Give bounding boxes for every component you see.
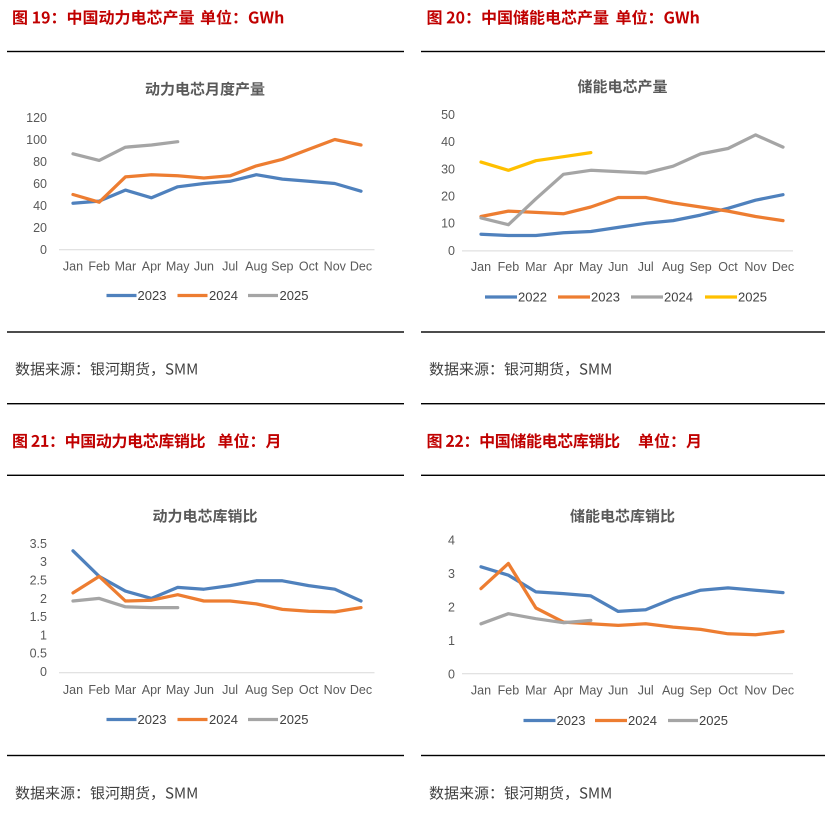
- svg-text:80: 80: [33, 155, 47, 169]
- svg-text:Mar: Mar: [525, 684, 547, 698]
- svg-text:Aug: Aug: [662, 684, 684, 698]
- svg-text:Nov: Nov: [324, 260, 347, 274]
- svg-text:20: 20: [441, 190, 455, 204]
- svg-text:0: 0: [448, 667, 455, 681]
- svg-text:Sep: Sep: [689, 684, 711, 698]
- svg-text:Jan: Jan: [471, 260, 491, 274]
- svg-text:2025: 2025: [280, 712, 309, 727]
- svg-text:2025: 2025: [699, 713, 728, 728]
- svg-text:0: 0: [448, 244, 455, 258]
- svg-text:Apr: Apr: [554, 684, 573, 698]
- svg-text:3: 3: [40, 555, 47, 569]
- svg-text:Mar: Mar: [115, 260, 137, 274]
- svg-text:Nov: Nov: [324, 683, 347, 697]
- svg-text:Apr: Apr: [554, 260, 573, 274]
- svg-text:Feb: Feb: [498, 260, 520, 274]
- svg-text:Aug: Aug: [662, 260, 684, 274]
- svg-text:3: 3: [448, 567, 455, 581]
- svg-text:Jul: Jul: [638, 260, 654, 274]
- svg-text:10: 10: [441, 217, 455, 231]
- svg-text:May: May: [166, 683, 190, 697]
- svg-text:Oct: Oct: [718, 684, 738, 698]
- svg-text:2.5: 2.5: [30, 574, 47, 588]
- svg-text:40: 40: [441, 135, 455, 149]
- svg-text:Mar: Mar: [115, 683, 137, 697]
- svg-text:40: 40: [33, 199, 47, 213]
- svg-text:Jan: Jan: [471, 684, 491, 698]
- svg-text:2022: 2022: [518, 290, 547, 305]
- svg-text:Apr: Apr: [142, 683, 161, 697]
- svg-text:2024: 2024: [628, 713, 657, 728]
- svg-text:2024: 2024: [664, 290, 693, 305]
- svg-text:Oct: Oct: [299, 683, 319, 697]
- svg-text:0.5: 0.5: [30, 647, 47, 661]
- svg-text:2023: 2023: [138, 712, 167, 727]
- svg-text:Sep: Sep: [689, 260, 711, 274]
- svg-text:Jun: Jun: [194, 260, 214, 274]
- svg-text:3.5: 3.5: [30, 537, 47, 551]
- svg-text:Jul: Jul: [222, 683, 238, 697]
- svg-text:Jan: Jan: [63, 260, 83, 274]
- svg-text:0: 0: [40, 243, 47, 257]
- svg-text:Apr: Apr: [142, 260, 161, 274]
- svg-text:2023: 2023: [591, 290, 620, 305]
- svg-text:Jun: Jun: [194, 683, 214, 697]
- svg-text:2024: 2024: [209, 712, 238, 727]
- svg-text:50: 50: [441, 108, 455, 122]
- svg-text:Nov: Nov: [744, 684, 767, 698]
- svg-text:Nov: Nov: [744, 260, 767, 274]
- svg-text:1: 1: [448, 634, 455, 648]
- svg-text:Feb: Feb: [88, 683, 110, 697]
- svg-text:Feb: Feb: [498, 684, 520, 698]
- svg-text:Jan: Jan: [63, 683, 83, 697]
- svg-text:Oct: Oct: [718, 260, 738, 274]
- svg-text:Aug: Aug: [245, 683, 267, 697]
- svg-text:Dec: Dec: [772, 260, 794, 274]
- svg-text:Jul: Jul: [222, 260, 238, 274]
- svg-text:2023: 2023: [557, 713, 586, 728]
- svg-text:May: May: [166, 260, 190, 274]
- svg-text:2023: 2023: [138, 288, 167, 303]
- svg-text:100: 100: [26, 133, 47, 147]
- svg-text:Sep: Sep: [271, 260, 293, 274]
- svg-text:Dec: Dec: [350, 683, 372, 697]
- svg-text:60: 60: [33, 177, 47, 191]
- svg-text:Aug: Aug: [245, 260, 267, 274]
- svg-text:2024: 2024: [209, 288, 238, 303]
- svg-text:Jul: Jul: [638, 684, 654, 698]
- svg-text:20: 20: [33, 221, 47, 235]
- svg-text:Jun: Jun: [608, 260, 628, 274]
- svg-text:1: 1: [40, 628, 47, 642]
- svg-text:May: May: [579, 260, 603, 274]
- svg-text:2025: 2025: [280, 288, 309, 303]
- svg-text:120: 120: [26, 111, 47, 125]
- svg-text:Mar: Mar: [525, 260, 547, 274]
- svg-text:2025: 2025: [738, 290, 767, 305]
- svg-text:30: 30: [441, 162, 455, 176]
- svg-text:Jun: Jun: [608, 684, 628, 698]
- svg-text:2: 2: [40, 592, 47, 606]
- svg-text:2: 2: [448, 600, 455, 614]
- svg-text:4: 4: [448, 533, 455, 547]
- svg-text:Dec: Dec: [772, 684, 794, 698]
- svg-text:0: 0: [40, 665, 47, 679]
- svg-text:May: May: [579, 684, 603, 698]
- svg-text:Dec: Dec: [350, 260, 372, 274]
- svg-text:1.5: 1.5: [30, 610, 47, 624]
- svg-text:Oct: Oct: [299, 260, 319, 274]
- svg-text:Feb: Feb: [88, 260, 110, 274]
- svg-text:Sep: Sep: [271, 683, 293, 697]
